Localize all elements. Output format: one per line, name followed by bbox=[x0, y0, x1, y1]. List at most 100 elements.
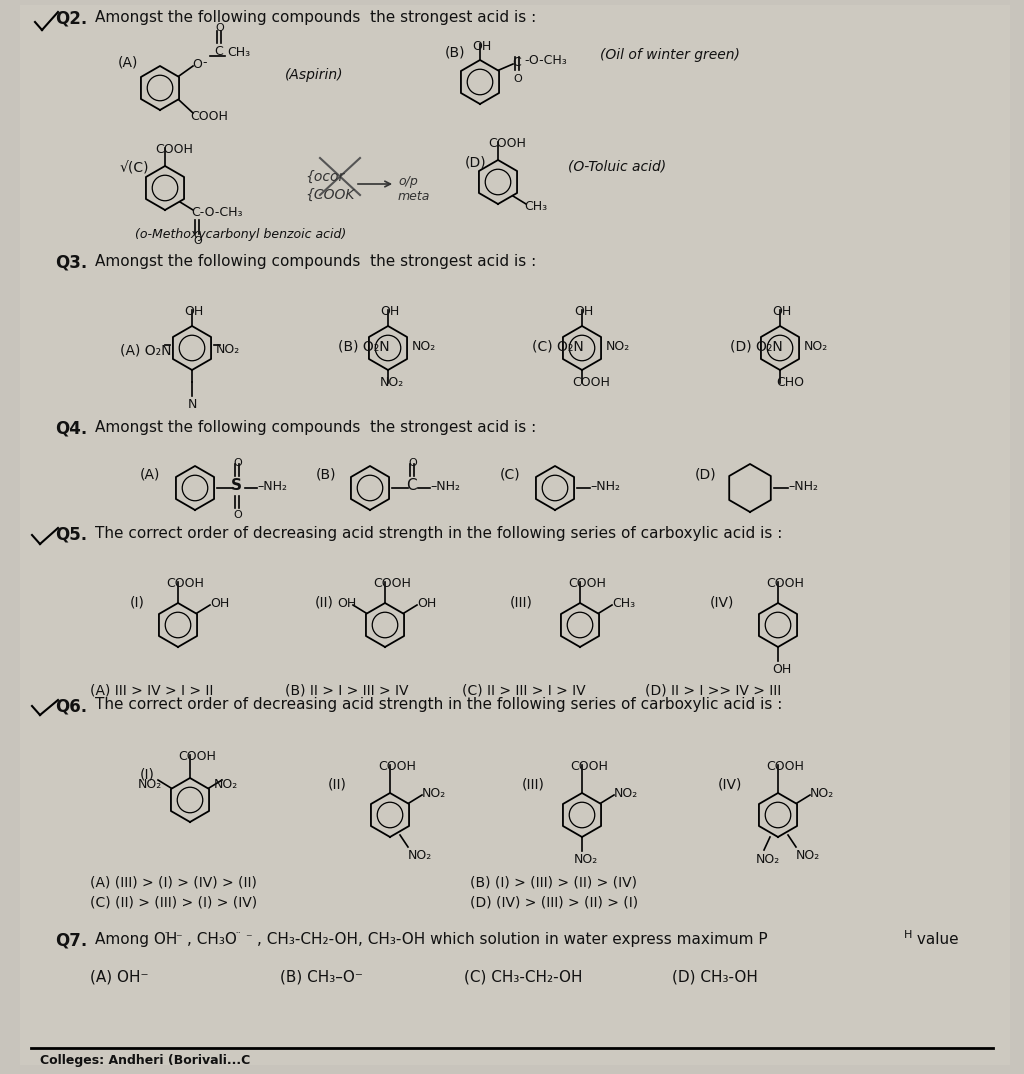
Text: , CH₃-CH₂-OH, CH₃-OH which solution in water express maximum P: , CH₃-CH₂-OH, CH₃-OH which solution in w… bbox=[257, 932, 768, 947]
Text: The correct order of decreasing acid strength in the following series of carboxy: The correct order of decreasing acid str… bbox=[95, 697, 782, 712]
Text: H: H bbox=[904, 930, 912, 940]
Text: O: O bbox=[233, 458, 242, 468]
Text: O: O bbox=[408, 458, 417, 468]
Text: COOH: COOH bbox=[190, 110, 228, 124]
Text: C: C bbox=[512, 56, 521, 69]
Text: (o-Methoxycarbonyl benzoic acid): (o-Methoxycarbonyl benzoic acid) bbox=[135, 228, 346, 241]
Text: NO₂: NO₂ bbox=[214, 778, 239, 790]
Text: COOH: COOH bbox=[488, 137, 526, 150]
Text: –NH₂: –NH₂ bbox=[590, 480, 620, 493]
Text: (D) II > I >> IV > III: (D) II > I >> IV > III bbox=[645, 684, 781, 698]
Text: (A): (A) bbox=[118, 55, 138, 69]
Text: CH₃: CH₃ bbox=[227, 46, 250, 59]
Text: NO₂: NO₂ bbox=[606, 340, 630, 353]
Text: Q3.: Q3. bbox=[55, 253, 87, 272]
Text: Amongst the following compounds  the strongest acid is :: Amongst the following compounds the stro… bbox=[95, 10, 537, 25]
Text: –NH₂: –NH₂ bbox=[257, 480, 287, 493]
Text: Amongst the following compounds  the strongest acid is :: Amongst the following compounds the stro… bbox=[95, 253, 537, 268]
Text: The correct order of decreasing acid strength in the following series of carboxy: The correct order of decreasing acid str… bbox=[95, 526, 782, 541]
Text: NO₂: NO₂ bbox=[804, 340, 828, 353]
FancyBboxPatch shape bbox=[20, 5, 1010, 1065]
Text: (C) CH₃-CH₂-OH: (C) CH₃-CH₂-OH bbox=[464, 970, 583, 985]
Text: (III): (III) bbox=[522, 778, 545, 792]
Text: Q2.: Q2. bbox=[55, 10, 87, 28]
Text: NO₂: NO₂ bbox=[412, 340, 436, 353]
Text: Q7.: Q7. bbox=[55, 932, 87, 950]
Text: (II): (II) bbox=[315, 595, 334, 609]
Text: (III): (III) bbox=[510, 595, 532, 609]
Text: -O-CH₃: -O-CH₃ bbox=[524, 54, 566, 67]
Text: OH: OH bbox=[337, 597, 356, 610]
Text: √(C): √(C) bbox=[120, 162, 150, 176]
Text: Q4.: Q4. bbox=[55, 420, 87, 438]
Text: (A) O₂N: (A) O₂N bbox=[120, 343, 171, 357]
Text: OH: OH bbox=[417, 597, 436, 610]
Text: (D) CH₃-OH: (D) CH₃-OH bbox=[672, 970, 758, 985]
Text: CH₃: CH₃ bbox=[612, 597, 635, 610]
Text: NO₂: NO₂ bbox=[810, 787, 835, 800]
Text: {COOK: {COOK bbox=[305, 188, 354, 202]
Text: (B) (I) > (III) > (II) > (IV): (B) (I) > (III) > (II) > (IV) bbox=[470, 875, 637, 889]
Text: Amongst the following compounds  the strongest acid is :: Amongst the following compounds the stro… bbox=[95, 420, 537, 435]
Text: COOH: COOH bbox=[166, 577, 204, 590]
Text: CHO: CHO bbox=[776, 376, 804, 389]
Text: ⁻: ⁻ bbox=[245, 932, 252, 945]
Text: OH: OH bbox=[210, 597, 229, 610]
Text: OH: OH bbox=[472, 40, 492, 53]
Text: NO₂: NO₂ bbox=[614, 787, 638, 800]
Text: (A) (III) > (I) > (IV) > (II): (A) (III) > (I) > (IV) > (II) bbox=[90, 875, 257, 889]
Text: (C) II > III > I > IV: (C) II > III > I > IV bbox=[462, 684, 586, 698]
Text: (D): (D) bbox=[695, 468, 717, 482]
Text: (D) (IV) > (III) > (II) > (I): (D) (IV) > (III) > (II) > (I) bbox=[470, 896, 638, 910]
Text: (IV): (IV) bbox=[718, 778, 742, 792]
Text: (B): (B) bbox=[445, 45, 466, 59]
Text: meta: meta bbox=[398, 190, 430, 203]
Text: (C) (II) > (III) > (I) > (IV): (C) (II) > (III) > (I) > (IV) bbox=[90, 896, 257, 910]
Text: C-O-CH₃: C-O-CH₃ bbox=[191, 206, 243, 219]
Text: CH₃: CH₃ bbox=[524, 200, 547, 213]
Text: Among OH: Among OH bbox=[95, 932, 177, 947]
Text: COOH: COOH bbox=[378, 760, 416, 773]
Text: NO₂: NO₂ bbox=[422, 787, 446, 800]
Text: {ocor: {ocor bbox=[305, 170, 344, 184]
Text: (B) O₂N: (B) O₂N bbox=[338, 340, 389, 354]
Text: COOH: COOH bbox=[178, 750, 216, 763]
Text: OH: OH bbox=[380, 305, 399, 318]
Text: O: O bbox=[233, 510, 242, 520]
Text: OH: OH bbox=[772, 663, 792, 676]
Text: (O-Toluic acid): (O-Toluic acid) bbox=[568, 160, 667, 174]
Text: (IV): (IV) bbox=[710, 595, 734, 609]
Text: COOH: COOH bbox=[568, 577, 606, 590]
Text: Q6.: Q6. bbox=[55, 697, 87, 715]
Text: N: N bbox=[188, 398, 198, 411]
Text: NO₂: NO₂ bbox=[574, 853, 598, 866]
Text: value: value bbox=[912, 932, 958, 947]
Text: COOH: COOH bbox=[766, 760, 804, 773]
Text: NO₂: NO₂ bbox=[138, 778, 162, 790]
Text: COOH: COOH bbox=[766, 577, 804, 590]
Text: O: O bbox=[513, 74, 522, 84]
Text: , CH₃O: , CH₃O bbox=[187, 932, 237, 947]
Text: Colleges: Andheri (Borivali...C: Colleges: Andheri (Borivali...C bbox=[40, 1054, 250, 1066]
Text: (A) III > IV > I > II: (A) III > IV > I > II bbox=[90, 684, 213, 698]
Text: (B) CH₃–O⁻: (B) CH₃–O⁻ bbox=[280, 970, 362, 985]
Text: (B): (B) bbox=[316, 468, 337, 482]
Text: –NH₂: –NH₂ bbox=[788, 480, 818, 493]
Text: OH: OH bbox=[184, 305, 203, 318]
Text: (D): (D) bbox=[465, 155, 486, 169]
Text: O: O bbox=[193, 236, 202, 246]
Text: (Oil of winter green): (Oil of winter green) bbox=[600, 48, 740, 62]
Text: OH: OH bbox=[772, 305, 792, 318]
Text: S: S bbox=[231, 478, 242, 493]
Text: ⁻: ⁻ bbox=[175, 932, 181, 945]
Text: (A) OH⁻: (A) OH⁻ bbox=[90, 970, 148, 985]
Text: O: O bbox=[215, 23, 224, 33]
Text: –NH₂: –NH₂ bbox=[430, 480, 460, 493]
Text: (I): (I) bbox=[140, 768, 155, 782]
Text: o/p: o/p bbox=[398, 175, 418, 188]
Text: NO₂: NO₂ bbox=[408, 850, 432, 862]
Text: (II): (II) bbox=[328, 778, 347, 792]
Text: COOH: COOH bbox=[572, 376, 610, 389]
Text: (B) II > I > III > IV: (B) II > I > III > IV bbox=[285, 684, 409, 698]
Text: (D) O₂N: (D) O₂N bbox=[730, 340, 782, 354]
